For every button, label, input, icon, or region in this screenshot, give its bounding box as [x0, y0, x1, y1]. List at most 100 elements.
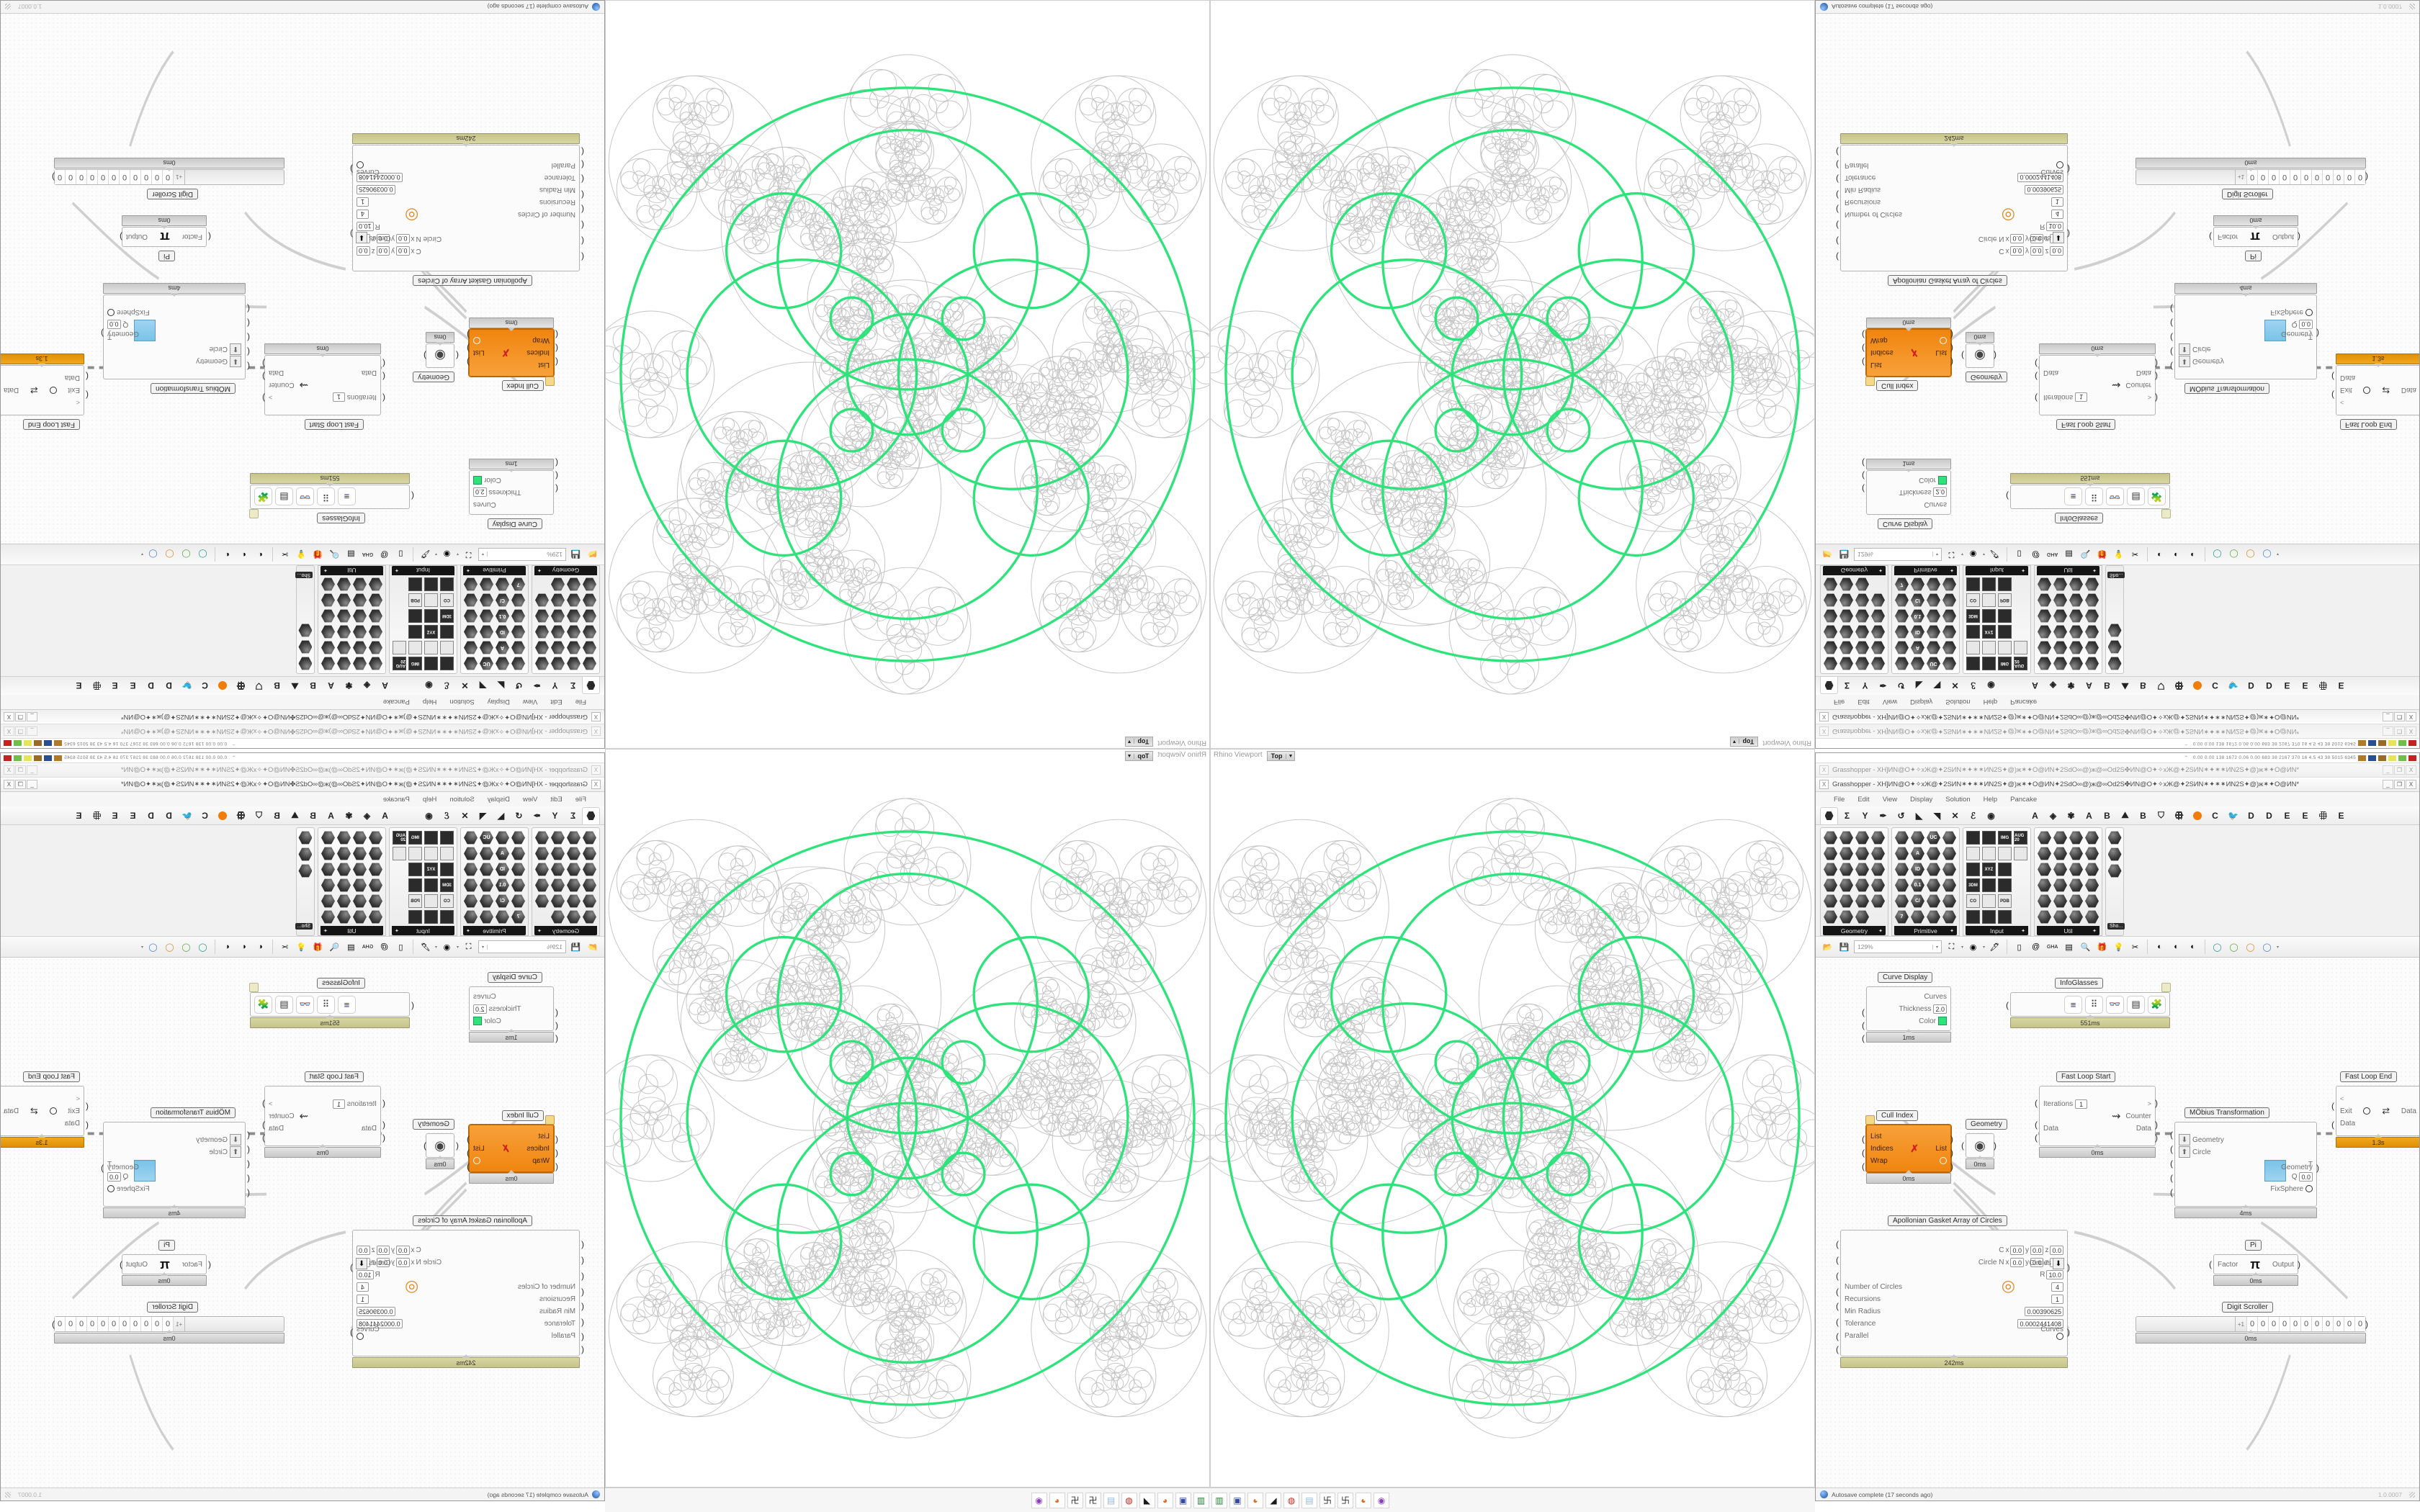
- param-value[interactable]: 10.0: [357, 222, 374, 231]
- ribbon-addon-b-tab[interactable]: B: [2098, 678, 2116, 695]
- component-button[interactable]: [352, 830, 367, 845]
- component-button[interactable]: [534, 656, 550, 671]
- gh-node-fast-loop-start[interactable]: Fast Loop Start Iterations 1 > ⇝ Counter Data D…: [2035, 1071, 2158, 1158]
- menu-item-pancake[interactable]: Pancake: [382, 698, 410, 706]
- param-value[interactable]: 4: [2051, 210, 2063, 219]
- param-value[interactable]: 1: [357, 197, 369, 207]
- zoom-level-combobox[interactable]: 129% ▾: [478, 940, 566, 953]
- component-button[interactable]: [321, 909, 336, 924]
- taskbar-app-rhino[interactable]: ◍: [1121, 1492, 1137, 1508]
- gift-icon[interactable]: 🎁: [313, 549, 323, 559]
- component-button[interactable]: A: [1910, 640, 1925, 655]
- component-button[interactable]: 7: [511, 909, 526, 924]
- node-body-curve-display[interactable]: Curves Thickness 2.0 Color(((: [469, 458, 558, 515]
- gh-node-info-glasses[interactable]: InfoGlasses ≡ ⠿ 👓 ▤ 🧩(551ms: [249, 978, 414, 1028]
- node-body-curve-display[interactable]: Curves Thickness 2.0 Color(((: [1862, 986, 1951, 1043]
- digit-scroller-digit[interactable]: 0: [2344, 170, 2354, 184]
- infoglasses-type-icon[interactable]: ≡: [2064, 995, 2082, 1014]
- digit-scroller-digit[interactable]: 0: [2257, 170, 2268, 184]
- gh-node-fast-loop-start[interactable]: Fast Loop Start Iterations 1 > ⇝ Counter Data D…: [2035, 343, 2158, 430]
- component-button[interactable]: [1839, 656, 1854, 671]
- menu-item-file[interactable]: File: [575, 795, 586, 804]
- node-body-cull-index[interactable]: List Indices ✗ List Wrap((())): [467, 329, 558, 386]
- grasshopper-window-top-right[interactable]: ⌃ 0.00 0.00 138 1672 0.06 0.00 683 38 216…: [1815, 0, 2420, 749]
- window-maximize-button[interactable]: ❐: [15, 780, 26, 789]
- teal-egg-icon[interactable]: ◯: [2213, 549, 2222, 559]
- node-body-cull-index[interactable]: List Indices ✗ List Wrap((())): [1862, 329, 1953, 386]
- viewport-view-combobox[interactable]: Top ▼: [1124, 751, 1154, 761]
- component-button[interactable]: [511, 656, 526, 671]
- component-button[interactable]: [1870, 830, 1886, 845]
- digit-scroller-digit[interactable]: 0: [141, 170, 152, 184]
- gha-icon[interactable]: GHA: [362, 944, 374, 950]
- component-button[interactable]: [2037, 878, 2052, 893]
- taskbar-app-maze2-mirror[interactable]: 卍: [1319, 1492, 1335, 1508]
- axis-label[interactable]: R: [375, 1271, 380, 1279]
- component-button[interactable]: [1894, 878, 1909, 893]
- component-button[interactable]: [1942, 577, 1957, 592]
- ruby-icon[interactable]: ◐: [2190, 942, 2195, 951]
- infoglasses-stack-icon[interactable]: ▤: [2127, 487, 2145, 506]
- taskbar-app-maze1-mirror[interactable]: 卍: [1337, 1492, 1353, 1508]
- component-button[interactable]: [2084, 862, 2099, 877]
- gh-node-geometry-param[interactable]: Geometry ◉() 0ms: [1961, 1119, 2007, 1169]
- tray-chevron-icon[interactable]: ⌃: [232, 741, 236, 745]
- param-value[interactable]: 0.0: [2299, 320, 2313, 330]
- ribbon-addon-terrain-tab[interactable]: ⛰: [2116, 678, 2134, 695]
- panel-expand-icon[interactable]: ✦: [537, 567, 542, 573]
- geometry-down-icon[interactable]: ⬇: [2179, 1134, 2190, 1146]
- window-close-button-background[interactable]: X: [2406, 765, 2416, 775]
- color-swatch[interactable]: [473, 476, 482, 485]
- zoom-extents-icon[interactable]: ⛶: [1948, 942, 1955, 951]
- taskbar-app-terminal-mirror[interactable]: ▥: [1211, 1492, 1227, 1508]
- component-button[interactable]: CO: [1966, 894, 1981, 909]
- component-button[interactable]: [1855, 830, 1870, 845]
- component-button[interactable]: [463, 608, 478, 624]
- component-button[interactable]: ID: [1910, 862, 1925, 877]
- component-button[interactable]: [439, 830, 454, 845]
- component-button[interactable]: [1894, 593, 1909, 608]
- ribbon-addon-web-tab[interactable]: ✾: [2062, 678, 2080, 695]
- param-value[interactable]: 0.00390625: [357, 1307, 395, 1316]
- cull-index-flag[interactable]: [1865, 377, 1875, 386]
- component-button[interactable]: [2069, 608, 2084, 624]
- component-button[interactable]: [368, 846, 383, 861]
- geometry-up-icon[interactable]: ⬆: [230, 1146, 241, 1158]
- component-button[interactable]: [352, 909, 367, 924]
- component-button[interactable]: [1981, 846, 1996, 861]
- param-value[interactable]: 0.0: [376, 1246, 390, 1255]
- component-button[interactable]: [2053, 909, 2068, 924]
- ribbon-addon-e3-tab[interactable]: E: [2332, 807, 2350, 824]
- component-button[interactable]: [1910, 830, 1925, 845]
- tray-chevron-icon[interactable]: ⌃: [232, 756, 236, 760]
- digit-scroller-digit[interactable]: 0: [109, 170, 120, 184]
- shaded-icon[interactable]: ◐: [258, 550, 263, 559]
- ribbon-pancake-tab[interactable]: [2188, 807, 2206, 824]
- panel-expand-icon[interactable]: ✦: [395, 928, 399, 934]
- component-button[interactable]: [2053, 624, 2068, 639]
- ribbon-vector-tab[interactable]: ✒: [1874, 807, 1892, 824]
- ribbon-addon-web-tab[interactable]: ✾: [2062, 807, 2080, 824]
- component-button[interactable]: [1926, 593, 1941, 608]
- component-button[interactable]: [352, 846, 367, 861]
- save-file-icon[interactable]: 💾: [570, 942, 581, 952]
- color-swatch[interactable]: [473, 1017, 482, 1025]
- component-button[interactable]: AUG 20: [392, 656, 407, 671]
- cluster-icon[interactable]: ✂: [281, 549, 289, 559]
- rhino-viewport[interactable]: Rhino Viewport Top ▼: [1210, 1, 1815, 748]
- geometry-up-icon[interactable]: ⬆: [2179, 1146, 2190, 1158]
- component-button[interactable]: [582, 862, 597, 877]
- ribbon-addon-a2-tab[interactable]: A: [2080, 678, 2098, 695]
- at-sign-icon[interactable]: @: [2031, 550, 2040, 559]
- orange-egg-icon[interactable]: ◯: [165, 549, 174, 559]
- ribbon-display-tab[interactable]: ◉: [1982, 678, 2000, 695]
- component-button[interactable]: [2069, 593, 2084, 608]
- ribbon-params-tab[interactable]: [1820, 806, 1838, 824]
- ribbon-addon-dots-tab[interactable]: [2314, 807, 2332, 824]
- component-button[interactable]: [2037, 846, 2052, 861]
- component-button[interactable]: [1942, 862, 1957, 877]
- param-value[interactable]: 0.0: [396, 1246, 410, 1255]
- component-button[interactable]: [439, 846, 454, 861]
- open-file-icon[interactable]: 📂: [1822, 549, 1833, 559]
- ribbon-addon-grid-tab[interactable]: [232, 807, 250, 824]
